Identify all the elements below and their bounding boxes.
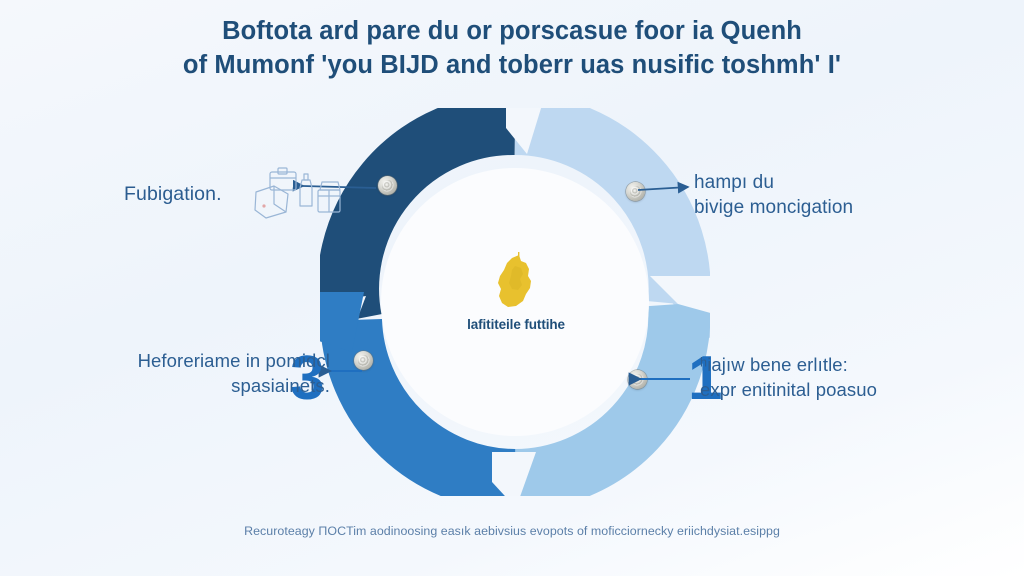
callout-bottom-left-line-1: Heforeriame in pomidcl [137, 350, 330, 371]
center-block: lafititeile futtihe [430, 252, 602, 332]
step-number-3: 3 [290, 344, 324, 413]
center-label: lafititeile futtihe [467, 317, 565, 332]
cycle-arrow-tip-bottom-left [320, 292, 364, 352]
callout-top-right-line-1: hampı du [694, 172, 775, 193]
leader-line-top-right [637, 181, 690, 194]
callout-bottom-right-line-1: ʰiajıw bene erlıtle: [700, 354, 848, 375]
footer-caption: Recuroteagy ΠOCTim aodinoosing easık aeb… [244, 524, 780, 538]
cycle-notch-bottom [492, 452, 536, 496]
node-marker-bottom-left[interactable] [354, 351, 373, 370]
callout-top-left-text: Fubigation. [124, 183, 222, 205]
node-marker-top-left[interactable] [378, 176, 397, 195]
cycle-notch-top [506, 108, 542, 154]
packages-sketch-icon [254, 167, 341, 219]
cycle-arc-bottom-right[interactable] [514, 301, 710, 496]
callout-top-left[interactable]: Fubigation. [124, 182, 222, 207]
title-line-1: Boftota ard pare du or porscasue foor ia… [222, 17, 802, 45]
callout-bottom-right-line-2: expr enitinital poasuo [700, 379, 878, 400]
cycle-notch-right [650, 276, 710, 313]
callout-top-right[interactable]: hampı du bivige moncigation [694, 170, 853, 220]
node-marker-top-right[interactable] [626, 182, 645, 201]
map-silhouette-icon [498, 252, 531, 307]
page-title: Boftota ard pare du or porscasue foor ia… [150, 14, 874, 82]
callout-bottom-left[interactable]: Heforeriame in pomidcl spasiainets. [30, 348, 330, 398]
callout-top-right-line-2: bivige moncigation [694, 197, 854, 218]
title-line-2: of Mumonf 'you BIJD and toberr uas nusif… [182, 51, 842, 79]
step-number-1: 1 [688, 344, 722, 413]
cycle-arc-top-right[interactable] [514, 108, 710, 307]
callout-bottom-right[interactable]: ʰiajıw bene erlıtle: expr enitinital poa… [700, 352, 877, 402]
callout-bottom-left-line-2: spasiainets. [231, 375, 330, 396]
